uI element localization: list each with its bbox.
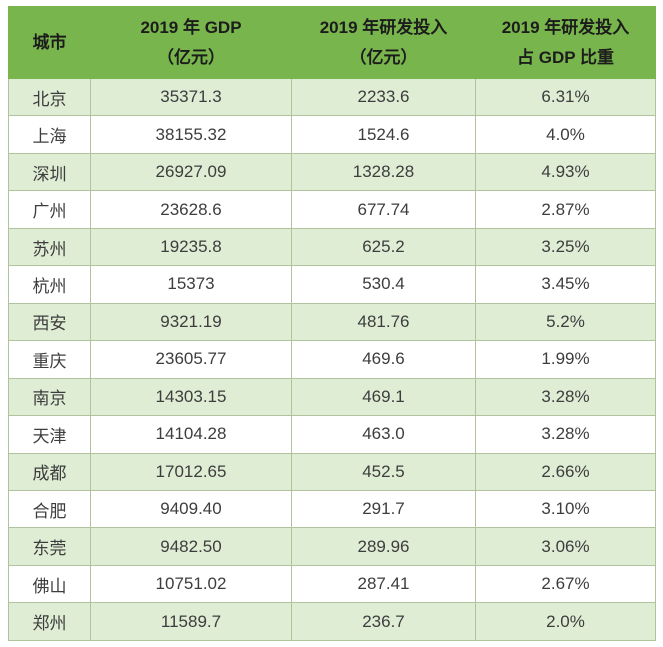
table-body: 北京 35371.3 2233.6 6.31% 上海 38155.32 1524… — [8, 77, 656, 641]
city-cell: 东莞 — [8, 527, 91, 566]
ratio-cell: 2.87% — [475, 190, 656, 229]
city-cell: 郑州 — [8, 602, 91, 641]
header-rd-label-line2: （亿元） — [349, 47, 418, 67]
rd-cell: 2233.6 — [291, 77, 476, 117]
ratio-cell: 3.10% — [475, 489, 656, 529]
table-header: 城市 2019 年 GDP （亿元） 2019 年研发投入 （亿元） 2019 … — [8, 6, 656, 79]
rd-cell: 291.7 — [291, 489, 476, 529]
city-cell: 北京 — [8, 77, 91, 117]
city-cell: 成都 — [8, 452, 91, 491]
gdp-cell: 14104.28 — [90, 415, 292, 454]
rd-cell: 236.7 — [291, 602, 476, 641]
gdp-cell: 14303.15 — [90, 377, 292, 417]
ratio-cell: 3.45% — [475, 265, 656, 304]
header-cell-city: 城市 — [8, 6, 91, 79]
city-cell: 深圳 — [8, 152, 91, 192]
rd-cell: 1524.6 — [291, 115, 476, 154]
rd-cell: 463.0 — [291, 415, 476, 454]
gdp-cell: 26927.09 — [90, 152, 292, 192]
rd-cell: 625.2 — [291, 227, 476, 267]
city-cell: 广州 — [8, 190, 91, 229]
rd-cell: 469.6 — [291, 340, 476, 379]
gdp-cell: 11589.7 — [90, 602, 292, 641]
rd-cell: 469.1 — [291, 377, 476, 417]
table-row: 郑州 11589.7 236.7 2.0% — [8, 602, 656, 641]
gdp-cell: 15373 — [90, 265, 292, 304]
ratio-cell: 4.93% — [475, 152, 656, 192]
ratio-cell: 4.0% — [475, 115, 656, 154]
city-cell: 上海 — [8, 115, 91, 154]
city-cell: 佛山 — [8, 564, 91, 604]
gdp-cell: 17012.65 — [90, 452, 292, 491]
ratio-cell: 2.67% — [475, 564, 656, 604]
table-row: 深圳 26927.09 1328.28 4.93% — [8, 152, 656, 192]
gdp-cell: 10751.02 — [90, 564, 292, 604]
header-cell-rd: 2019 年研发投入 （亿元） — [291, 6, 476, 79]
gdp-cell: 35371.3 — [90, 77, 292, 117]
ratio-cell: 3.28% — [475, 415, 656, 454]
gdp-cell: 9321.19 — [90, 302, 292, 342]
table-row: 成都 17012.65 452.5 2.66% — [8, 452, 656, 491]
ratio-cell: 3.28% — [475, 377, 656, 417]
city-cell: 南京 — [8, 377, 91, 417]
city-cell: 苏州 — [8, 227, 91, 267]
table-row: 南京 14303.15 469.1 3.28% — [8, 377, 656, 417]
header-cell-gdp: 2019 年 GDP （亿元） — [90, 6, 292, 79]
city-cell: 合肥 — [8, 489, 91, 529]
ratio-cell: 5.2% — [475, 302, 656, 342]
ratio-cell: 6.31% — [475, 77, 656, 117]
table-row: 广州 23628.6 677.74 2.87% — [8, 190, 656, 229]
rd-cell: 1328.28 — [291, 152, 476, 192]
gdp-cell: 23605.77 — [90, 340, 292, 379]
table-row: 上海 38155.32 1524.6 4.0% — [8, 115, 656, 154]
gdp-cell: 38155.32 — [90, 115, 292, 154]
city-cell: 杭州 — [8, 265, 91, 304]
ratio-cell: 2.66% — [475, 452, 656, 491]
ratio-cell: 1.99% — [475, 340, 656, 379]
gdp-cell: 9482.50 — [90, 527, 292, 566]
gdp-cell: 19235.8 — [90, 227, 292, 267]
header-ratio-label-line1: 2019 年研发投入 — [501, 17, 630, 37]
header-gdp-label-line1: 2019 年 GDP — [140, 17, 242, 37]
table-row: 佛山 10751.02 287.41 2.67% — [8, 564, 656, 604]
rd-cell: 287.41 — [291, 564, 476, 604]
table-row: 西安 9321.19 481.76 5.2% — [8, 302, 656, 342]
header-ratio-label-line2: 占 GDP 比重 — [517, 47, 614, 67]
table-row: 合肥 9409.40 291.7 3.10% — [8, 489, 656, 529]
ratio-cell: 3.25% — [475, 227, 656, 267]
ratio-cell: 3.06% — [475, 527, 656, 566]
table-row: 重庆 23605.77 469.6 1.99% — [8, 340, 656, 379]
gdp-cell: 23628.6 — [90, 190, 292, 229]
table-row: 天津 14104.28 463.0 3.28% — [8, 415, 656, 454]
table-row: 北京 35371.3 2233.6 6.31% — [8, 77, 656, 117]
rd-cell: 677.74 — [291, 190, 476, 229]
header-gdp-label-line2: （亿元） — [157, 47, 225, 67]
header-row: 城市 2019 年 GDP （亿元） 2019 年研发投入 （亿元） 2019 … — [8, 6, 656, 79]
table-row: 苏州 19235.8 625.2 3.25% — [8, 227, 656, 267]
ratio-cell: 2.0% — [475, 602, 656, 641]
rd-cell: 452.5 — [291, 452, 476, 491]
city-cell: 天津 — [8, 415, 91, 454]
rd-cell: 481.76 — [291, 302, 476, 342]
header-rd-label-line1: 2019 年研发投入 — [319, 17, 448, 37]
header-city-label: 城市 — [32, 32, 67, 52]
gdp-cell: 9409.40 — [90, 489, 292, 529]
gdp-table-container: 城市 2019 年 GDP （亿元） 2019 年研发投入 （亿元） 2019 … — [8, 6, 656, 641]
city-cell: 重庆 — [8, 340, 91, 379]
rd-cell: 289.96 — [291, 527, 476, 566]
city-cell: 西安 — [8, 302, 91, 342]
city-gdp-table: 城市 2019 年 GDP （亿元） 2019 年研发投入 （亿元） 2019 … — [8, 6, 656, 641]
table-row: 杭州 15373 530.4 3.45% — [8, 265, 656, 304]
table-row: 东莞 9482.50 289.96 3.06% — [8, 527, 656, 566]
header-cell-ratio: 2019 年研发投入 占 GDP 比重 — [475, 6, 656, 79]
rd-cell: 530.4 — [291, 265, 476, 304]
